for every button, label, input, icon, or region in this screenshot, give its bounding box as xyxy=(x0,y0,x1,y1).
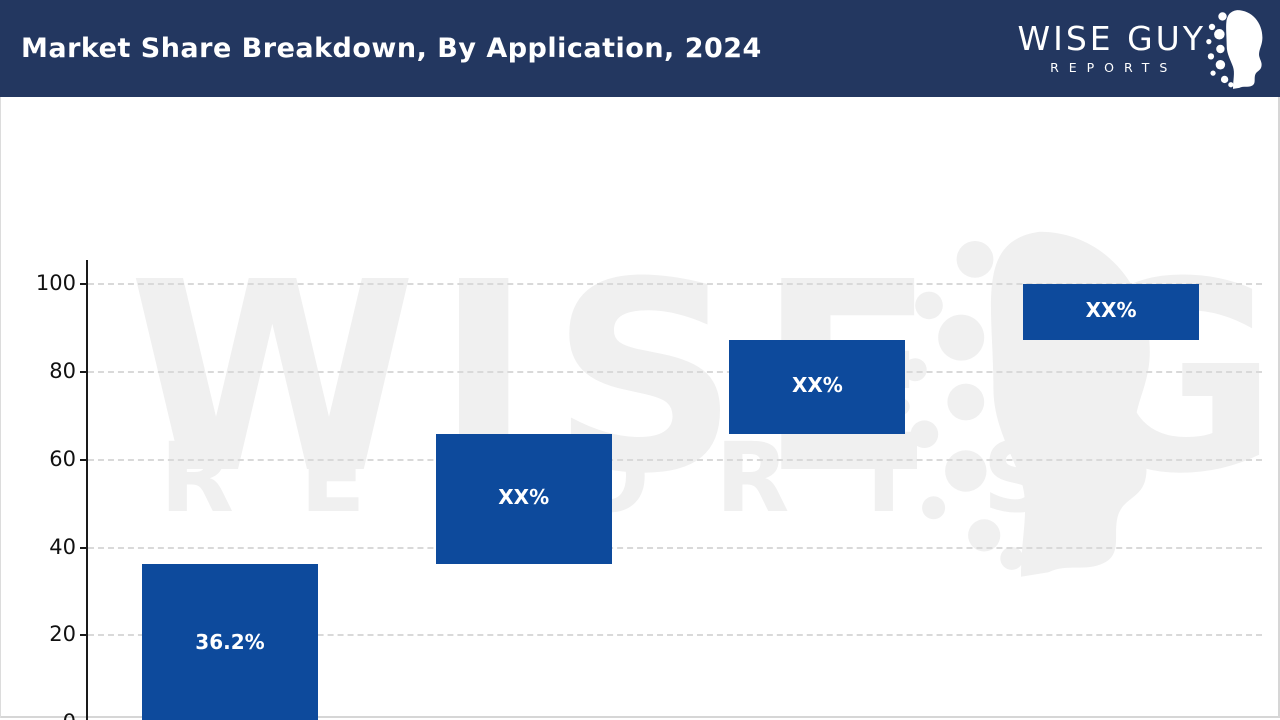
bar-0 xyxy=(142,564,318,720)
chart-title: Market Share Breakdown, By Application, … xyxy=(21,33,762,64)
y-tick-mark-60 xyxy=(80,458,87,461)
y-tick-label-0: 0 xyxy=(16,710,76,720)
gridline-80 xyxy=(88,370,1262,373)
y-tick-label-40: 40 xyxy=(49,534,76,559)
y-tick-mark-40 xyxy=(80,546,87,549)
plot-area: 02040608010036.2%Disaster ResponseXX%Sea… xyxy=(0,97,1280,720)
wise-guy-reports-logo: WISE GUY REPORTS xyxy=(1017,7,1280,91)
logo-text: WISE GUY REPORTS xyxy=(1017,22,1206,75)
y-tick-label-80: 80 xyxy=(49,358,76,383)
header-bar: Market Share Breakdown, By Application, … xyxy=(0,0,1280,97)
y-tick-label-60: 60 xyxy=(49,446,76,471)
y-tick-label-20: 20 xyxy=(49,622,76,647)
y-tick-label-100: 100 xyxy=(35,270,76,295)
gridline-100 xyxy=(88,282,1262,285)
gridline-20 xyxy=(88,634,1262,637)
bar-3 xyxy=(1023,283,1200,341)
y-tick-mark-100 xyxy=(80,282,87,285)
logo-face-icon xyxy=(1206,9,1263,89)
bar-value-label-2: XX% xyxy=(791,373,843,398)
bar-value-label-0: 36.2% xyxy=(195,629,265,654)
y-tick-mark-80 xyxy=(80,370,87,373)
bar-2 xyxy=(729,340,906,435)
bar-value-label-1: XX% xyxy=(498,485,550,510)
logo-wordmark: WISE GUY xyxy=(1017,19,1206,58)
page-right-border xyxy=(1278,97,1280,718)
page-bottom-border xyxy=(0,716,1280,718)
gridline-40 xyxy=(88,546,1262,549)
y-axis-line xyxy=(86,260,88,720)
logo-subtitle: REPORTS xyxy=(1050,60,1178,75)
bar-1 xyxy=(435,434,612,565)
gridline-60 xyxy=(88,458,1262,461)
bar-value-label-3: XX% xyxy=(1085,298,1137,323)
y-tick-mark-20 xyxy=(80,634,87,637)
page-left-border xyxy=(0,97,1,718)
watermark-face-dots xyxy=(893,231,1150,577)
